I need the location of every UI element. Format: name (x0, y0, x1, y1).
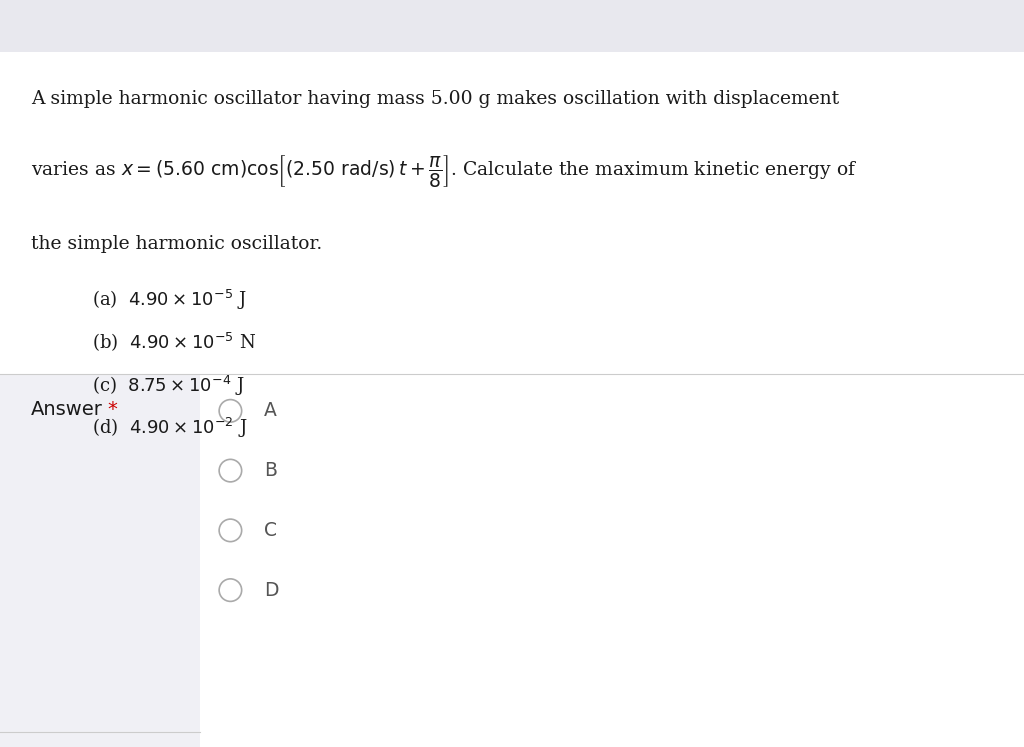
Ellipse shape (219, 400, 242, 422)
Text: A: A (264, 401, 278, 421)
Text: Answer: Answer (31, 400, 102, 418)
Text: the simple harmonic oscillator.: the simple harmonic oscillator. (31, 235, 322, 253)
Text: A simple harmonic oscillator having mass 5.00 g makes oscillation with displacem: A simple harmonic oscillator having mass… (31, 90, 839, 108)
Ellipse shape (219, 459, 242, 482)
FancyBboxPatch shape (0, 0, 1024, 52)
Text: (a)  $4.90 \times 10^{-5}$ J: (a) $4.90 \times 10^{-5}$ J (92, 288, 247, 311)
Text: (b)  $4.90 \times 10^{-5}$ N: (b) $4.90 \times 10^{-5}$ N (92, 330, 256, 353)
Text: varies as $x = (5.60\ \mathrm{cm})\cos\!\left[(2.50\ \mathrm{rad/s})\,t + \dfrac: varies as $x = (5.60\ \mathrm{cm})\cos\!… (31, 153, 857, 189)
Ellipse shape (219, 579, 242, 601)
Text: B: B (264, 461, 278, 480)
Text: *: * (108, 400, 118, 418)
Text: C: C (264, 521, 278, 540)
Text: (c)  $8.75 \times 10^{-4}$ J: (c) $8.75 \times 10^{-4}$ J (92, 374, 245, 397)
FancyBboxPatch shape (0, 374, 200, 747)
Text: D: D (264, 580, 279, 600)
Text: (d)  $4.90 \times 10^{-2}$ J: (d) $4.90 \times 10^{-2}$ J (92, 416, 248, 440)
Ellipse shape (219, 519, 242, 542)
